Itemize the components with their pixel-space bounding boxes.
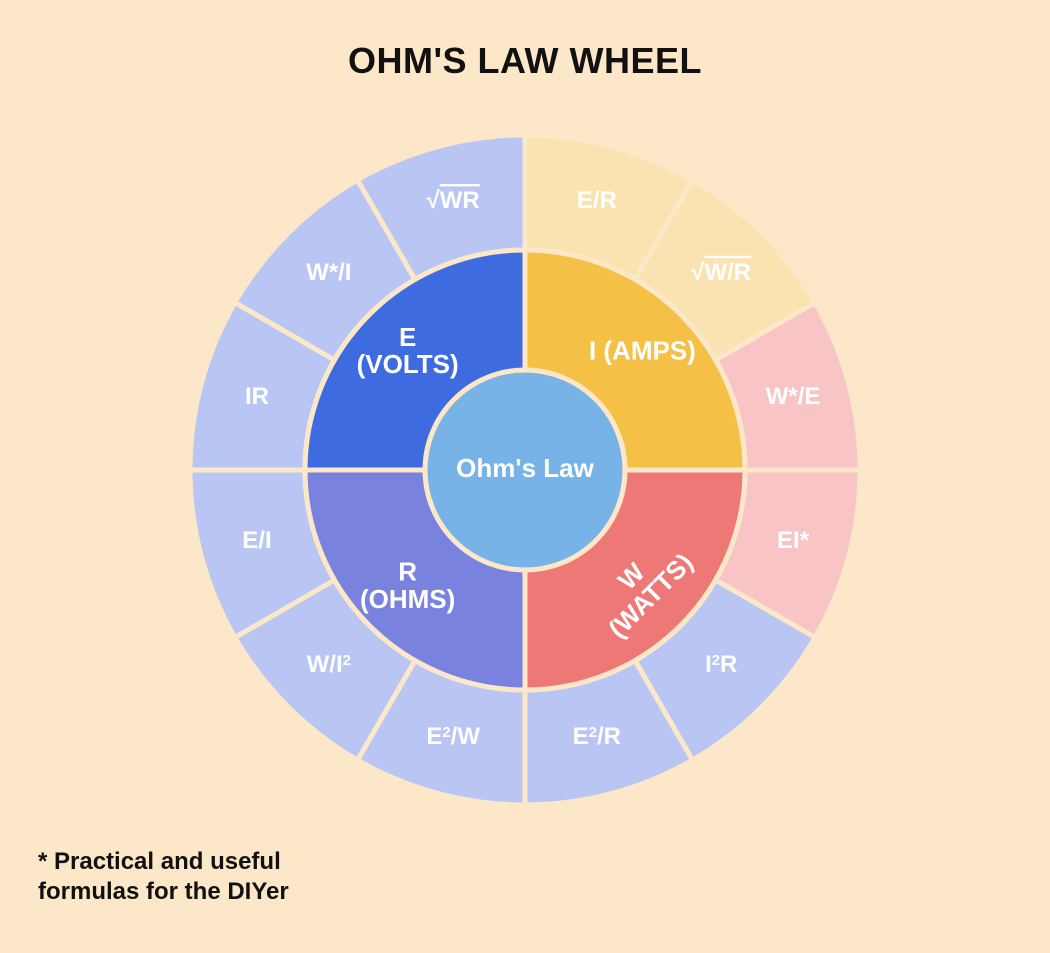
segment-label-4: √W/R — [691, 259, 751, 286]
segment-label-3: E/R — [577, 187, 617, 214]
segment-label-0: IR — [245, 384, 269, 411]
svg-text:(OHMS): (OHMS) — [360, 584, 455, 614]
footnote: * Practical and useful formulas for the … — [38, 847, 358, 907]
segment-label-7: I2R — [705, 652, 737, 679]
segment-label-8: E2/R — [573, 723, 621, 750]
svg-text:R: R — [398, 557, 417, 587]
segment-label-2: √WR — [427, 187, 480, 214]
svg-text:E: E — [399, 322, 416, 352]
segment-label-1: W*/I — [306, 259, 351, 286]
quadrant-label-I: I (AMPS) — [589, 335, 696, 365]
segment-label-5: W*/E — [766, 384, 821, 411]
ohms-law-wheel: Ohm's LawE(VOLTS)I (AMPS)W(WATTS)R(OHMS)… — [175, 120, 875, 820]
svg-text:(VOLTS): (VOLTS) — [357, 349, 459, 379]
segment-label-11: E/I — [242, 527, 271, 554]
center-label: Ohm's Law — [456, 453, 594, 483]
segment-label-9: E2/W — [426, 723, 480, 750]
svg-text:I (AMPS): I (AMPS) — [589, 335, 696, 365]
page-title: OHM'S LAW WHEEL — [0, 40, 1050, 82]
segment-label-6: EI* — [777, 527, 810, 554]
